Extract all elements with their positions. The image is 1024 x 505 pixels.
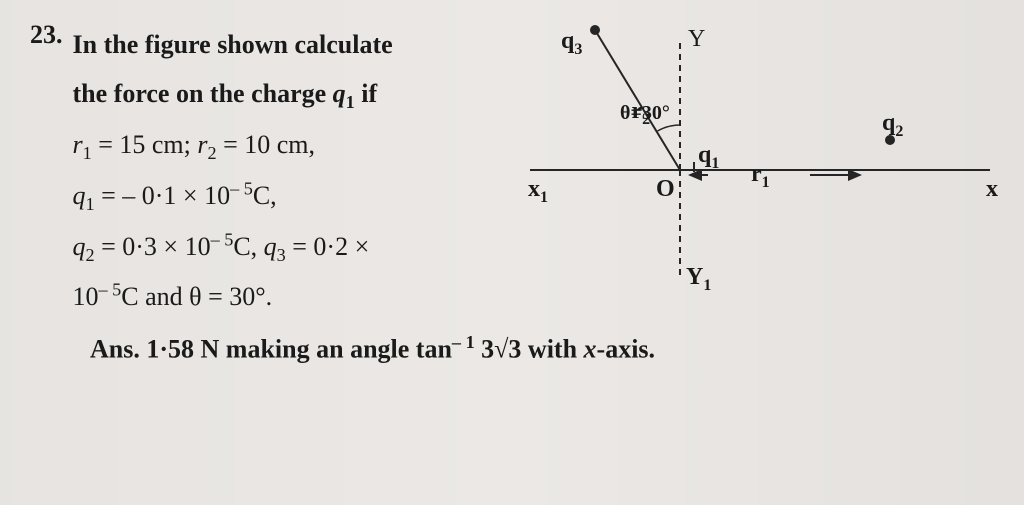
q-r1sub: 1 bbox=[83, 143, 92, 163]
q-line4b: = – 0·1 × 10 bbox=[95, 181, 230, 210]
svg-text:x: x bbox=[986, 176, 998, 202]
q-line6exp: – 5 bbox=[99, 280, 122, 300]
q-line5e: = 0·2 × bbox=[286, 232, 369, 261]
svg-text:x1: x1 bbox=[528, 176, 548, 206]
answer-block: Ans. 1·58 N making an angle tan– 1 3√3 w… bbox=[90, 332, 994, 365]
q-line5b: = 0·3 × 10 bbox=[95, 232, 211, 261]
svg-text:θ=30°: θ=30° bbox=[620, 102, 670, 124]
q-q1b: q bbox=[73, 181, 86, 210]
svg-text:q2: q2 bbox=[882, 110, 903, 140]
q-q1sub: 1 bbox=[346, 93, 355, 113]
svg-text:r1: r1 bbox=[751, 161, 770, 191]
q-q2sub: 2 bbox=[86, 245, 95, 265]
q-line2a: the force on the charge bbox=[73, 79, 333, 108]
q-r1: r bbox=[73, 130, 83, 159]
svg-text:Y1: Y1 bbox=[686, 264, 711, 294]
svg-text:Y: Y bbox=[688, 26, 705, 52]
ans-d: -axis. bbox=[597, 335, 656, 364]
q-line3d: = 10 cm, bbox=[217, 130, 315, 159]
ans-a: 1·58 N making an angle tan bbox=[140, 335, 452, 364]
q-q1bsub: 1 bbox=[86, 194, 95, 214]
svg-text:O: O bbox=[656, 176, 675, 202]
ans-x: x bbox=[584, 335, 597, 364]
q-line2b: if bbox=[355, 79, 377, 108]
q-line4c: C, bbox=[253, 181, 277, 210]
ans-exp: – 1 bbox=[452, 332, 475, 352]
q-q1: q bbox=[333, 79, 346, 108]
ans-b: 3√3 with bbox=[475, 335, 584, 364]
q-line6b: C and θ = 30°. bbox=[121, 282, 272, 311]
q-line1: In the figure shown calculate bbox=[73, 30, 393, 59]
q-q3sub: 3 bbox=[277, 245, 286, 265]
figure-diagram: YY1xx1Oq1q2q3r2r1θ=30° bbox=[480, 20, 1000, 320]
question-text: In the figure shown calculate the force … bbox=[73, 20, 393, 322]
q-line5c: C, bbox=[233, 232, 263, 261]
ans-prefix: Ans. bbox=[90, 335, 140, 364]
q-line4exp: – 5 bbox=[230, 178, 253, 198]
q-line5exp: – 5 bbox=[211, 229, 234, 249]
q-r2sub: 2 bbox=[208, 143, 217, 163]
svg-text:q1: q1 bbox=[698, 142, 719, 172]
q-line6a: 10 bbox=[73, 282, 99, 311]
q-q3: q bbox=[264, 232, 277, 261]
q-line3b: = 15 cm; bbox=[92, 130, 198, 159]
question-number: 23. bbox=[30, 20, 63, 50]
svg-text:q3: q3 bbox=[561, 28, 582, 58]
q-r2: r bbox=[197, 130, 207, 159]
q-q2: q bbox=[73, 232, 86, 261]
